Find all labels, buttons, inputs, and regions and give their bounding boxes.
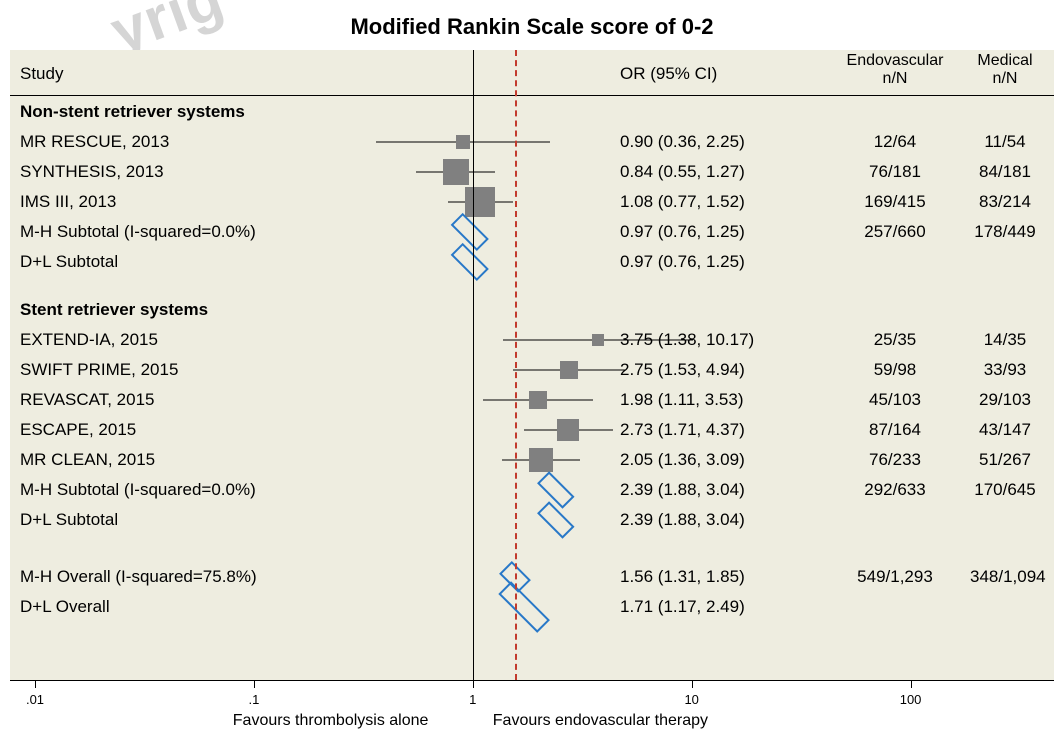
x-tick-label: 100 [900, 692, 922, 707]
point-estimate [465, 187, 495, 217]
x-tick-label: 1 [469, 692, 476, 707]
data-row: D+L Subtotal0.97 (0.76, 1.25) [10, 252, 1054, 280]
chart-title: Modified Rankin Scale score of 0-2 [10, 14, 1054, 40]
data-row: M-H Subtotal (I-squared=0.0%)0.97 (0.76,… [10, 222, 1054, 250]
point-estimate [560, 361, 578, 379]
point-estimate [529, 391, 547, 409]
overall-dashed-line [515, 50, 517, 680]
point-estimate [456, 135, 470, 149]
x-tick [254, 680, 255, 688]
data-row: M-H Subtotal (I-squared=0.0%)2.39 (1.88,… [10, 480, 1054, 508]
x-tick [473, 680, 474, 688]
x-tick-label: .01 [26, 692, 44, 707]
axis-label-left: Favours thrombolysis alone [233, 712, 429, 730]
subgroup-header: Stent retriever systems [10, 300, 1054, 328]
data-row: SWIFT PRIME, 20152.75 (1.53, 4.94)59/983… [10, 360, 1054, 388]
data-row: M-H Overall (I-squared=75.8%)1.56 (1.31,… [10, 567, 1054, 595]
x-tick [35, 680, 36, 688]
point-estimate [592, 334, 604, 346]
header-divider [10, 95, 1054, 96]
ref-line-1 [473, 50, 474, 680]
data-row: D+L Subtotal2.39 (1.88, 3.04) [10, 510, 1054, 538]
x-tick-label: .1 [248, 692, 259, 707]
point-estimate [443, 159, 469, 185]
point-estimate [529, 448, 553, 472]
subgroup-header: Non-stent retriever systems [10, 102, 1054, 130]
col-header-endo: Endovascularn/N [840, 52, 950, 88]
col-header-med: Medicaln/N [970, 52, 1040, 88]
axis-label-right: Favours endovascular therapy [493, 712, 708, 730]
x-tick-label: 10 [684, 692, 698, 707]
x-tick [692, 680, 693, 688]
data-row: EXTEND-IA, 20153.75 (1.38, 10.17)25/3514… [10, 330, 1054, 358]
data-row: IMS III, 20131.08 (0.77, 1.52)169/41583/… [10, 192, 1054, 220]
col-header-or: OR (95% CI) [620, 64, 717, 84]
data-row: SYNTHESIS, 20130.84 (0.55, 1.27)76/18184… [10, 162, 1054, 190]
data-row: ESCAPE, 20152.73 (1.71, 4.37)87/16443/14… [10, 420, 1054, 448]
x-tick [911, 680, 912, 688]
point-estimate [557, 419, 579, 441]
data-row: MR RESCUE, 20130.90 (0.36, 2.25)12/6411/… [10, 132, 1054, 160]
forest-plot: yrig Modified Rankin Scale score of 0-2 … [10, 0, 1054, 680]
col-header-study: Study [20, 64, 63, 84]
